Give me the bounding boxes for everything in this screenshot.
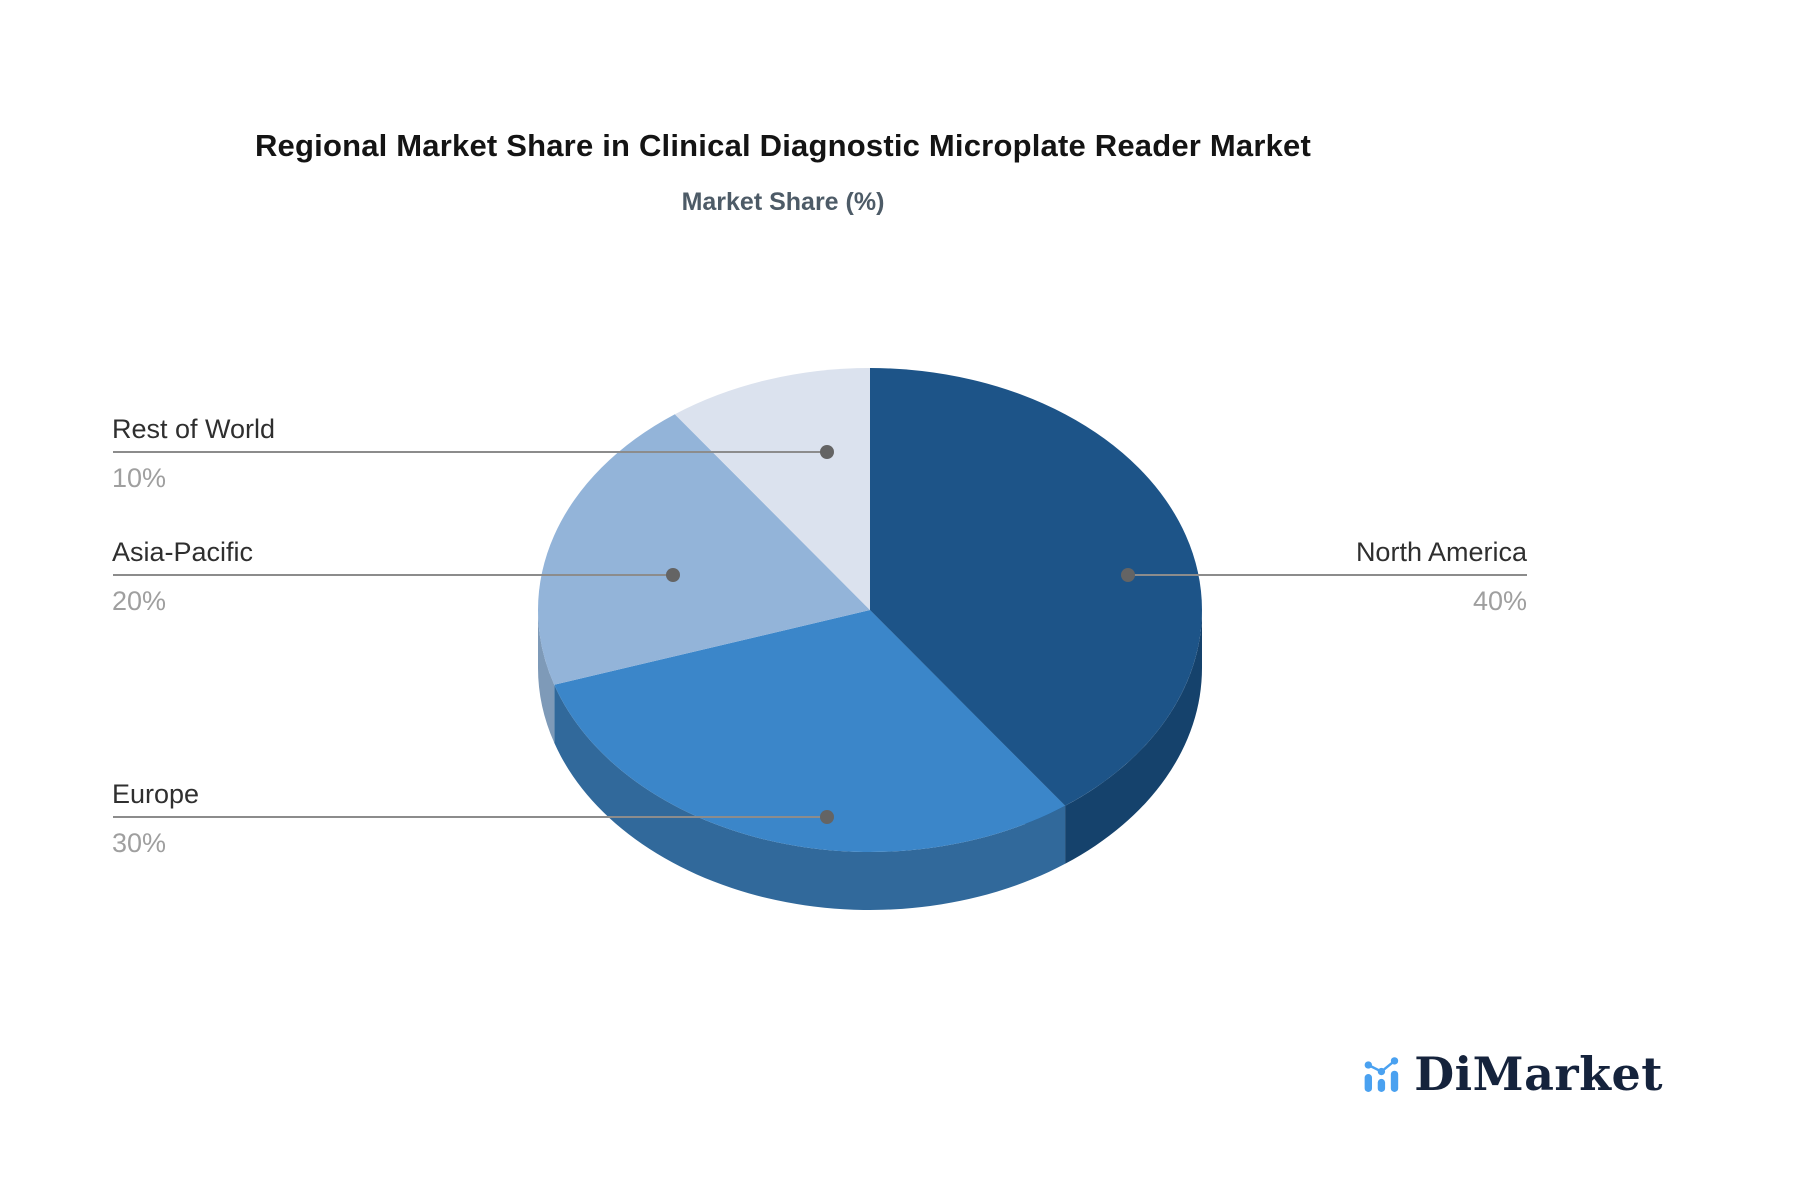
slice-pct-rest-of-world: 10% (112, 463, 167, 493)
pie-slice-asia-pacific[interactable] (538, 414, 870, 685)
leader-dot-north-america (1121, 568, 1135, 582)
logo-text: DiMarket (1414, 1047, 1663, 1101)
slice-pct-north-america: 40% (1472, 586, 1527, 616)
dimarket-logo[interactable]: DiMarket (1363, 1038, 1663, 1110)
pie-slice-europe[interactable] (554, 610, 1066, 852)
pie-slice-rest-of-world[interactable] (674, 368, 870, 610)
chart-subtitle: Market Share (%) (681, 188, 885, 216)
leader-dot-rest-of-world (820, 445, 834, 459)
chart-title: Regional Market Share in Clinical Diagno… (254, 128, 1312, 163)
pie-slice-north-america[interactable] (870, 368, 1202, 806)
pie-slice-side-europe (554, 684, 1066, 910)
slice-pct-asia-pacific: 20% (112, 586, 167, 616)
slice-label-north-america: North America (1355, 537, 1527, 567)
leader-dot-asia-pacific (666, 568, 680, 582)
pie-slice-side-north-america (1065, 610, 1202, 864)
slice-label-rest-of-world: Rest of World (112, 414, 276, 444)
slice-label-europe: Europe (112, 779, 200, 809)
slice-label-asia-pacific: Asia-Pacific (112, 537, 254, 567)
pie-slice-side-asia-pacific (538, 610, 555, 743)
leader-dot-europe (820, 810, 834, 824)
slice-pct-europe: 30% (112, 828, 167, 858)
bar-line-chart-icon (1364, 1057, 1399, 1093)
